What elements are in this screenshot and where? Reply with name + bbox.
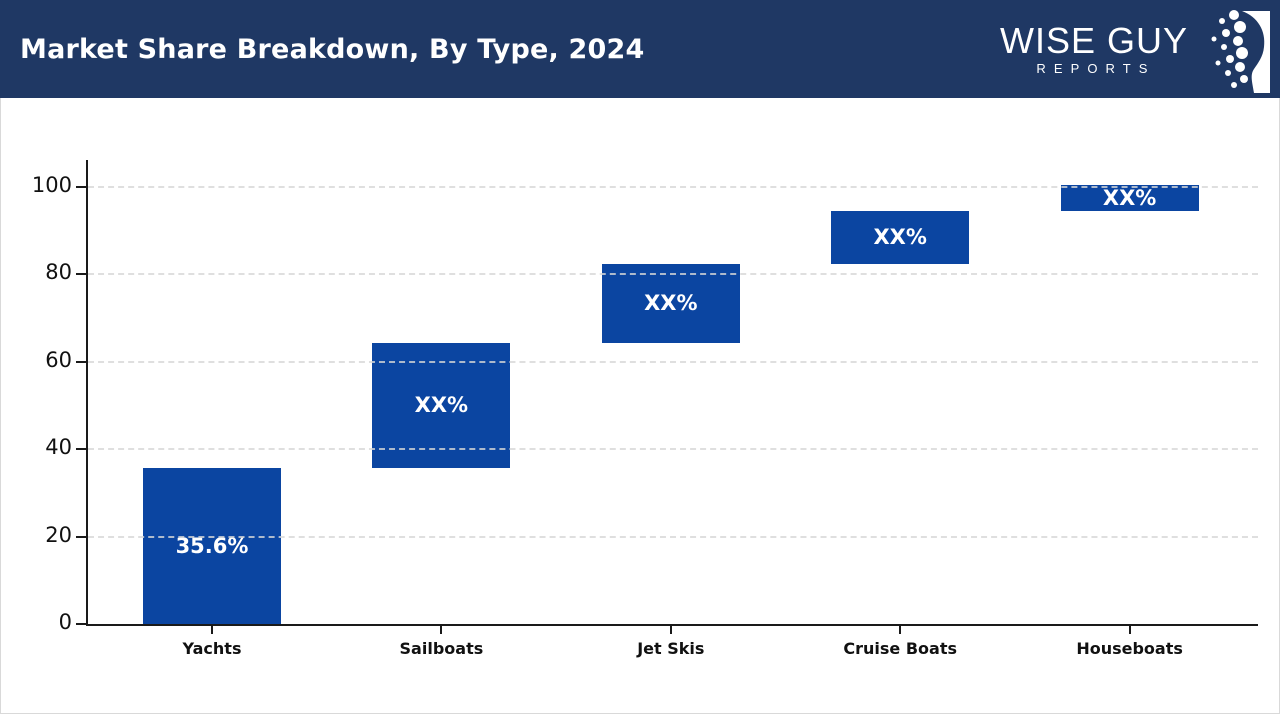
y-tick-label-20: 20: [45, 522, 72, 547]
bar-yachts: 35.6%: [143, 468, 281, 624]
gridline-20: [88, 535, 1258, 538]
x-tick-mark: [211, 626, 213, 634]
y-tick-mark: [76, 360, 86, 363]
bar-jet-skis: XX%: [601, 263, 740, 343]
x-tick-mark: [440, 626, 443, 634]
logo-face-icon: [1211, 10, 1270, 93]
x-axis-label-sailboats: Sailboats: [399, 639, 484, 658]
x-axis-line: [86, 624, 1258, 626]
x-axis-label-yachts: Yachts: [182, 639, 242, 658]
bar-label-houseboats: XX%: [1102, 186, 1157, 211]
y-tick-mark: [76, 448, 86, 451]
brand-logo: WISE GUY REPORTS: [1000, 4, 1270, 94]
y-tick-label-60: 60: [45, 347, 72, 372]
bar-label-cruise-boats: XX%: [873, 225, 927, 250]
y-tick-label-40: 40: [45, 435, 72, 460]
x-axis-label-houseboats: Houseboats: [1076, 639, 1183, 658]
y-axis-line: [86, 160, 88, 626]
y-tick-mark: [76, 623, 86, 625]
gridline-60: [88, 360, 1258, 363]
y-tick-label-80: 80: [45, 260, 72, 285]
logo-reports-text: REPORTS: [1036, 61, 1156, 76]
bar-label-jet-skis: XX%: [644, 291, 698, 316]
x-axis-label-jet-skis: Jet Skis: [637, 639, 705, 658]
y-tick-label-0: 0: [58, 610, 72, 634]
x-tick-mark: [669, 626, 672, 634]
bar-sailboats: XX%: [372, 343, 511, 468]
x-tick-mark: [1128, 626, 1131, 634]
bar-label-yachts: 35.6%: [175, 534, 249, 559]
header-bar: Market Share Breakdown, By Type, 2024 WI…: [0, 0, 1280, 98]
y-tick-label-100: 100: [31, 173, 72, 197]
bar-houseboats: XX%: [1060, 185, 1199, 212]
page-title: Market Share Breakdown, By Type, 2024: [20, 33, 645, 65]
x-tick-mark: [899, 626, 902, 634]
y-tick-mark: [76, 273, 86, 276]
y-tick-mark: [76, 535, 86, 538]
logo-wiseguy-text: WISE GUY: [999, 20, 1188, 61]
gridline-80: [88, 273, 1258, 276]
bar-cruise-boats: XX%: [831, 211, 970, 264]
gridline-100: [88, 186, 1258, 188]
bar-label-sailboats: XX%: [414, 393, 469, 418]
gridline-40: [88, 448, 1258, 451]
y-tick-mark: [76, 186, 86, 188]
x-axis-label-cruise-boats: Cruise Boats: [843, 639, 957, 658]
